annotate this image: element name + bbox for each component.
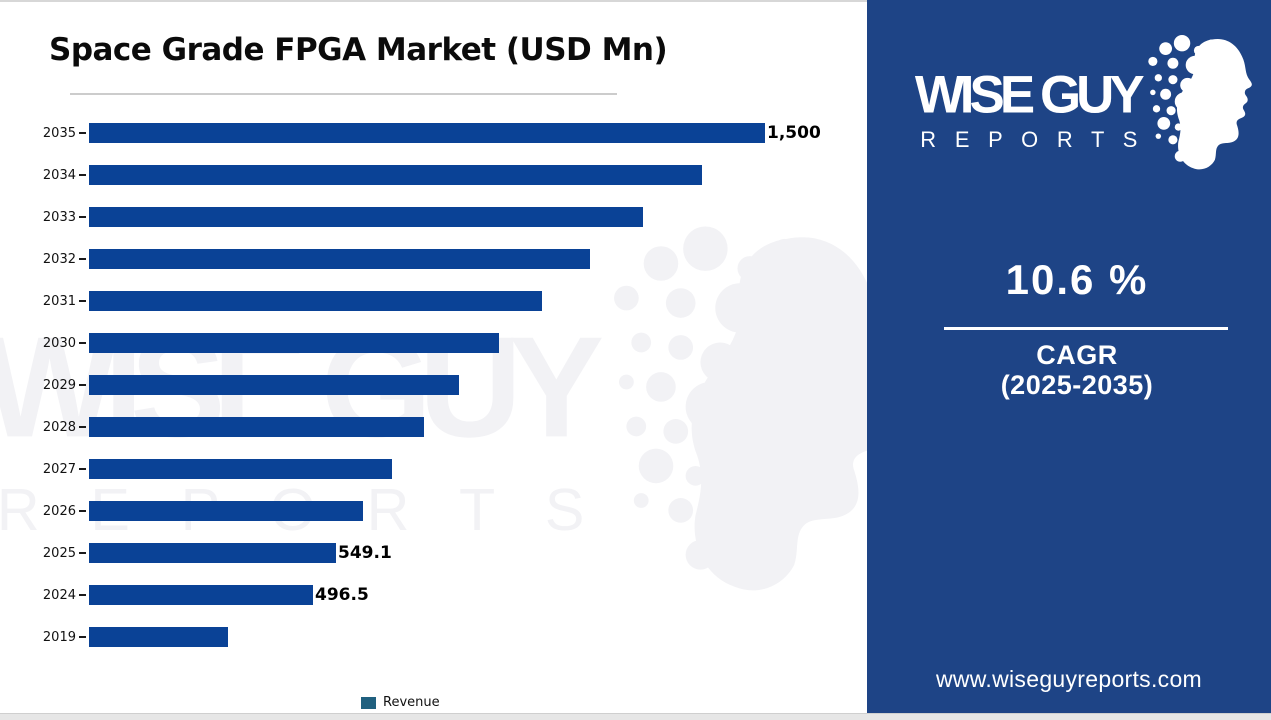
bar-row-2030: 2030 — [0, 322, 862, 364]
cagr-label-line2: (2025-2035) — [1000, 370, 1154, 400]
legend-label: Revenue — [383, 695, 440, 710]
bar-row-2033: 2033 — [0, 196, 862, 238]
bar-value-label-2025: 549.1 — [338, 543, 392, 563]
bar-row-2032: 2032 — [0, 238, 862, 280]
bar-row-2027: 2027 — [0, 448, 862, 490]
revenue-bar-2034 — [89, 165, 702, 185]
title-underline — [70, 93, 617, 95]
bottom-border — [0, 713, 1271, 720]
chart-title: Space Grade FPGA Market (USD Mn) — [49, 32, 668, 68]
y-axis-label-2035: 2035 — [42, 125, 76, 141]
bar-row-2029: 2029 — [0, 364, 862, 406]
chart-panel: Space Grade FPGA Market (USD Mn) 2035 1,5… — [0, 0, 867, 710]
y-axis-label-2032: 2032 — [42, 251, 76, 267]
legend: Revenue — [361, 695, 440, 710]
y-axis-label-2027: 2027 — [42, 461, 76, 477]
axis-tick — [79, 594, 86, 596]
sidebar: 10.6 % CAGR (2025-2035) www.wiseguyrepor… — [867, 0, 1271, 720]
bar-row-2026: 2026 — [0, 490, 862, 532]
revenue-bar-2026 — [89, 501, 363, 521]
axis-tick — [79, 174, 86, 176]
bar-value-label-2024: 496.5 — [315, 585, 369, 605]
y-axis-label-2019: 2019 — [42, 629, 76, 645]
axis-tick — [79, 384, 86, 386]
revenue-bar-2019 — [89, 627, 228, 647]
bar-row-2028: 2028 — [0, 406, 862, 448]
axis-tick — [79, 636, 86, 638]
website-url[interactable]: www.wiseguyreports.com — [935, 666, 1203, 692]
revenue-bar-2033 — [89, 207, 643, 227]
cagr-label: CAGR (2025-2035) — [897, 340, 1257, 400]
y-axis-label-2033: 2033 — [42, 209, 76, 225]
revenue-bar-2025 — [89, 543, 336, 563]
bar-row-2025: 2025 549.1 — [0, 532, 862, 574]
revenue-bar-2024 — [89, 585, 313, 605]
bar-row-2019: 2019 — [0, 616, 862, 658]
bar-row-2031: 2031 — [0, 280, 862, 322]
y-axis-label-2034: 2034 — [42, 167, 76, 183]
y-axis-label-2028: 2028 — [42, 419, 76, 435]
axis-tick — [79, 132, 86, 134]
axis-tick — [79, 342, 86, 344]
revenue-bar-2031 — [89, 291, 542, 311]
axis-tick — [79, 468, 86, 470]
y-axis-label-2030: 2030 — [42, 335, 76, 351]
wiseguy-logo-icon — [913, 34, 1255, 180]
cagr-label-line1: CAGR — [1036, 340, 1118, 370]
axis-tick — [79, 216, 86, 218]
bar-row-2024: 2024 496.5 — [0, 574, 862, 616]
axis-tick — [79, 258, 86, 260]
wiseguy-logo — [913, 34, 1255, 180]
cagr-divider — [944, 327, 1228, 330]
revenue-bar-2029 — [89, 375, 459, 395]
bar-row-2035: 2035 1,500 — [0, 112, 862, 154]
axis-tick — [79, 552, 86, 554]
bar-value-label-2035: 1,500 — [767, 123, 821, 143]
revenue-bar-2027 — [89, 459, 392, 479]
revenue-bar-2032 — [89, 249, 590, 269]
revenue-bar-2028 — [89, 417, 424, 437]
legend-swatch-revenue — [361, 696, 376, 709]
y-axis-label-2025: 2025 — [42, 545, 76, 561]
y-axis-label-2029: 2029 — [42, 377, 76, 393]
axis-tick — [79, 300, 86, 302]
revenue-bar-2035 — [89, 123, 765, 143]
y-axis-label-2031: 2031 — [42, 293, 76, 309]
axis-tick — [79, 426, 86, 428]
y-axis-label-2026: 2026 — [42, 503, 76, 519]
revenue-bar-2030 — [89, 333, 499, 353]
axis-tick — [79, 510, 86, 512]
bar-plot: 2035 1,500 2034 2033 2032 2031 2030 2029 2028 202… — [0, 112, 862, 658]
y-axis-label-2024: 2024 — [42, 587, 76, 603]
cagr-value: 10.6 % — [1005, 256, 1149, 303]
bar-row-2034: 2034 — [0, 154, 862, 196]
